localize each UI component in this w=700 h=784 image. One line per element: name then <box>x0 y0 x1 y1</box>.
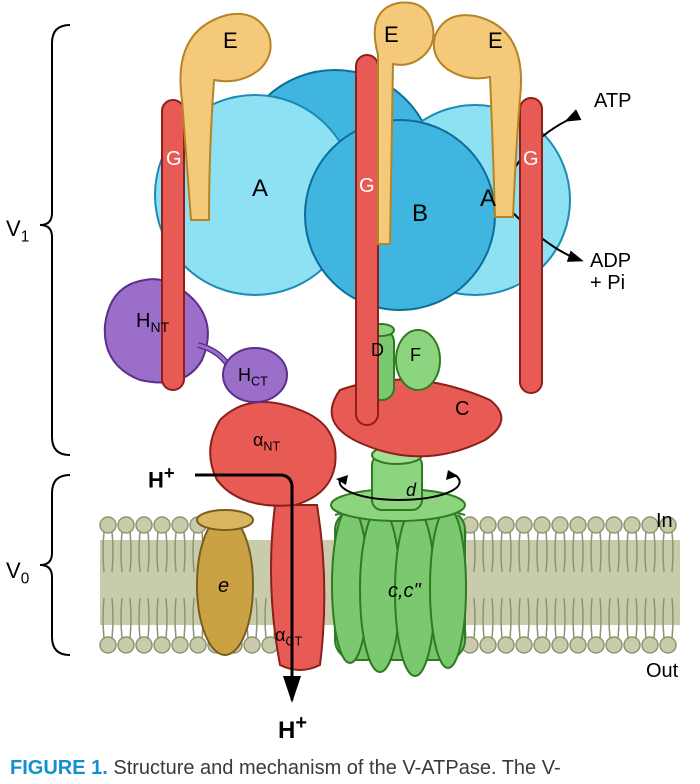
label-Out: Out <box>646 660 678 683</box>
label-alphaCT: αCT <box>275 625 302 649</box>
label-E3: E <box>488 28 503 54</box>
label-c: c,c" <box>388 580 421 603</box>
label-G3: G <box>523 148 539 171</box>
figure-caption: FIGURE 1. Structure and mechanism of the… <box>0 751 700 784</box>
label-G1: G <box>166 148 182 171</box>
label-G2: G <box>359 175 375 198</box>
label-ADP: ADP+ Pi <box>590 250 631 294</box>
label-HCT: HCT <box>238 365 268 389</box>
label-Hplus-out: H+ <box>278 712 307 745</box>
vatpase-diagram: heads <box>0 0 700 760</box>
label-E2: E <box>384 22 399 48</box>
label-HNT: HNT <box>136 310 169 335</box>
label-alphaNT: αNT <box>253 430 280 454</box>
caption-prefix: FIGURE 1. <box>10 757 108 779</box>
label-V1: V1 <box>6 216 29 246</box>
label-In: In <box>656 510 673 533</box>
label-Hplus-in: H+ <box>148 462 175 493</box>
label-e: e <box>218 575 229 598</box>
label-ATP: ATP <box>594 90 631 113</box>
label-A-right: A <box>480 185 496 213</box>
label-A-left: A <box>252 175 268 203</box>
label-B: B <box>412 200 428 228</box>
label-E1: E <box>223 28 238 54</box>
braces <box>40 25 70 655</box>
label-V0: V0 <box>6 558 29 588</box>
diagram-stage: heads <box>0 0 700 784</box>
label-F: F <box>410 345 421 366</box>
label-C: C <box>455 398 469 421</box>
subunit-B-front <box>305 120 495 310</box>
label-D: D <box>371 340 384 361</box>
label-d: d <box>406 480 416 501</box>
